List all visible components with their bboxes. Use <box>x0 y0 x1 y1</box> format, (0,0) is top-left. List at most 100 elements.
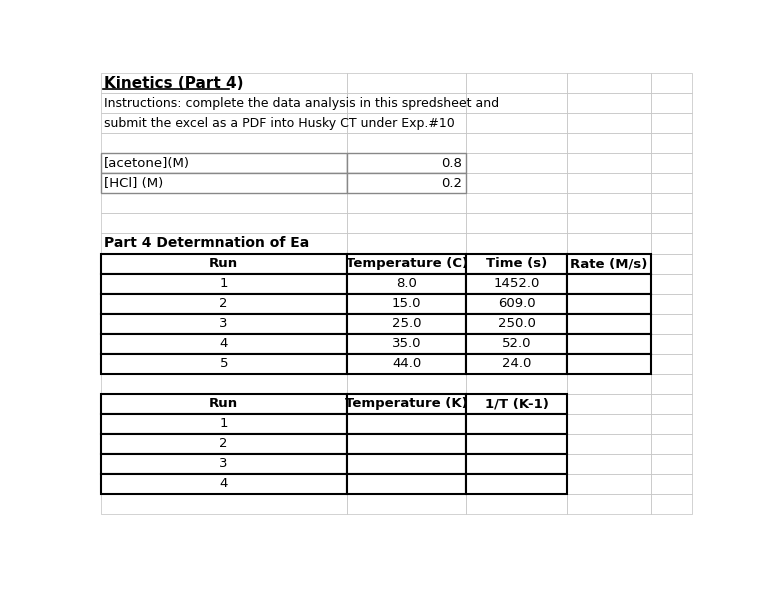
Bar <box>347 434 466 454</box>
Text: 5: 5 <box>220 357 228 370</box>
Bar <box>651 213 692 233</box>
Bar <box>567 93 651 114</box>
Text: 1452.0: 1452.0 <box>493 277 540 290</box>
Bar <box>347 494 466 514</box>
Bar <box>567 254 651 274</box>
Bar <box>466 254 567 274</box>
Bar <box>651 73 692 93</box>
Bar <box>651 393 692 414</box>
Bar <box>347 293 466 313</box>
Bar <box>347 354 466 373</box>
Bar <box>100 293 347 313</box>
Text: 1/T (K-1): 1/T (K-1) <box>485 397 549 410</box>
Bar <box>466 254 567 274</box>
Bar <box>466 313 567 334</box>
Bar <box>466 93 567 114</box>
Bar <box>651 454 692 474</box>
Bar <box>466 334 567 354</box>
Bar <box>347 293 466 313</box>
Bar <box>466 73 567 93</box>
Bar <box>100 213 347 233</box>
Text: 0.8: 0.8 <box>441 157 462 170</box>
Text: 8.0: 8.0 <box>397 277 417 290</box>
Bar <box>651 414 692 434</box>
Text: 0.2: 0.2 <box>441 177 462 190</box>
Bar <box>347 274 466 293</box>
Bar <box>347 454 466 474</box>
Bar <box>100 133 347 153</box>
Bar <box>466 373 567 393</box>
Text: 3: 3 <box>220 317 228 330</box>
Bar <box>347 414 466 434</box>
Text: [acetone](M): [acetone](M) <box>104 157 189 170</box>
Bar <box>347 133 466 153</box>
Bar <box>567 354 651 373</box>
Bar <box>567 73 651 93</box>
Bar <box>100 414 347 434</box>
Bar <box>100 194 347 213</box>
Bar <box>466 354 567 373</box>
Bar <box>347 254 466 274</box>
Bar <box>567 354 651 373</box>
Bar <box>100 454 347 474</box>
Text: 1: 1 <box>220 277 228 290</box>
Bar <box>567 474 651 494</box>
Bar <box>347 114 466 133</box>
Bar <box>347 174 466 194</box>
Bar <box>100 393 347 414</box>
Text: 4: 4 <box>220 337 228 350</box>
Bar <box>567 133 651 153</box>
Text: Time (s): Time (s) <box>486 257 547 270</box>
Bar <box>651 334 692 354</box>
Bar <box>347 194 466 213</box>
Bar <box>567 334 651 354</box>
Bar <box>567 293 651 313</box>
Bar <box>466 194 567 213</box>
Bar <box>347 313 466 334</box>
Bar <box>651 474 692 494</box>
Bar <box>651 274 692 293</box>
Bar <box>347 233 466 254</box>
Bar <box>651 373 692 393</box>
Bar <box>100 233 347 254</box>
Bar <box>651 93 692 114</box>
Bar <box>100 354 347 373</box>
Bar <box>100 373 347 393</box>
Bar <box>466 474 567 494</box>
Bar <box>466 393 567 414</box>
Text: Rate (M/s): Rate (M/s) <box>570 257 648 270</box>
Bar <box>567 213 651 233</box>
Text: 52.0: 52.0 <box>502 337 531 350</box>
Bar <box>100 393 347 414</box>
Bar <box>567 393 651 414</box>
Text: 4: 4 <box>220 477 228 490</box>
Bar <box>466 454 567 474</box>
Bar <box>651 114 692 133</box>
Bar <box>466 494 567 514</box>
Bar <box>466 393 567 414</box>
Bar <box>100 174 347 194</box>
Bar <box>466 274 567 293</box>
Bar <box>347 454 466 474</box>
Text: 1: 1 <box>220 417 228 430</box>
Bar <box>347 73 466 93</box>
Text: 250.0: 250.0 <box>498 317 536 330</box>
Bar <box>100 313 347 334</box>
Bar <box>567 454 651 474</box>
Bar <box>466 313 567 334</box>
Bar <box>100 313 347 334</box>
Bar <box>651 133 692 153</box>
Bar <box>100 334 347 354</box>
Bar <box>100 334 347 354</box>
Text: Kinetics (Part 4): Kinetics (Part 4) <box>104 76 243 91</box>
Bar <box>347 334 466 354</box>
Bar <box>100 494 347 514</box>
Bar <box>466 414 567 434</box>
Bar <box>651 434 692 454</box>
Bar <box>651 254 692 274</box>
Bar <box>347 474 466 494</box>
Bar <box>567 194 651 213</box>
Text: Part 4 Determnation of Ea: Part 4 Determnation of Ea <box>104 236 309 251</box>
Bar <box>100 114 347 133</box>
Text: 3: 3 <box>220 457 228 470</box>
